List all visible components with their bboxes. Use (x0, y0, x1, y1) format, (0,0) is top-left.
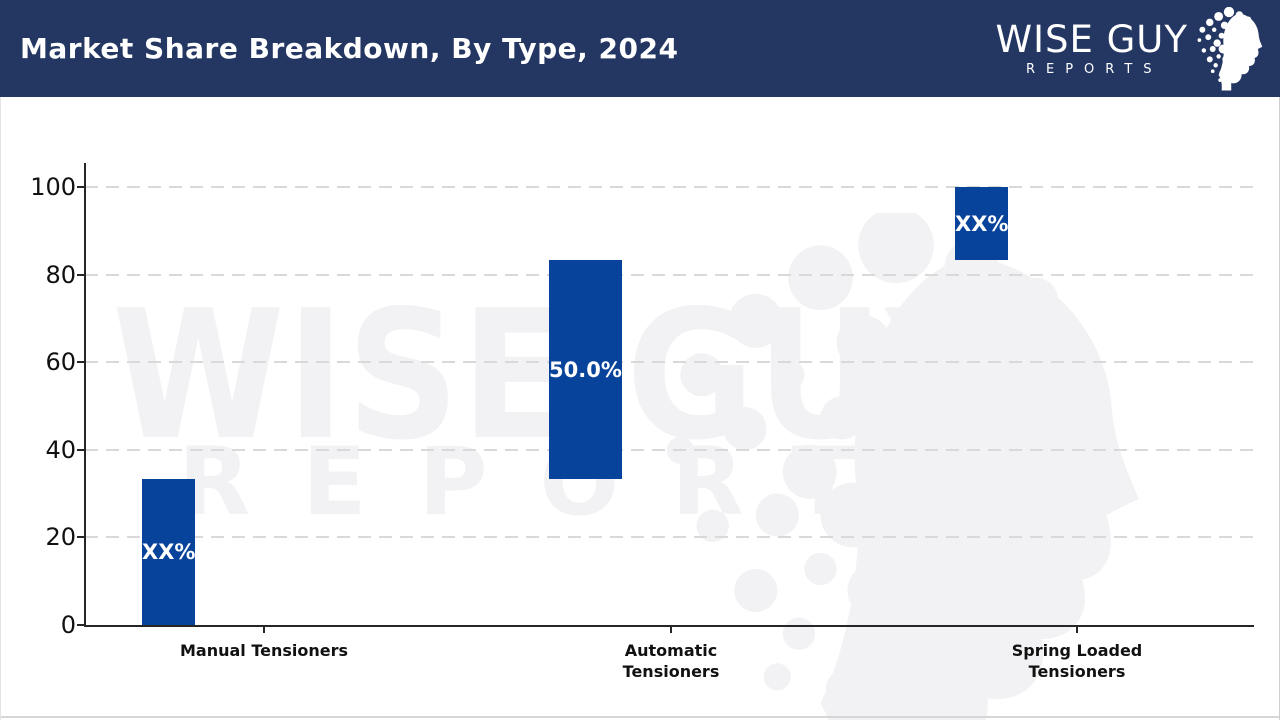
x-axis-tick-mark (670, 626, 672, 633)
y-axis-tick-label: 100 (30, 173, 76, 201)
y-axis-tick-label: 60 (45, 348, 76, 377)
y-axis-tick-label: 40 (45, 435, 76, 464)
y-axis-tick-label: 20 (45, 523, 76, 552)
y-axis-tick-mark (77, 536, 85, 539)
y-axis-tick-mark (77, 624, 85, 626)
gridline-y-100 (85, 186, 1253, 188)
logo-text: WISE GUY REPORTS (996, 21, 1188, 77)
bar-segment: XX% (955, 187, 1009, 261)
gridline-y-20 (85, 536, 1253, 539)
gridline-y-80 (85, 273, 1253, 276)
logo-reports-label: REPORTS (1025, 61, 1163, 77)
x-axis-tick-mark (263, 626, 265, 633)
chart-title: Market Share Breakdown, By Type, 2024 (20, 32, 679, 65)
x-axis-tick-mark (1076, 626, 1078, 633)
bar-segment: XX% (142, 479, 196, 625)
logo-wiseguy-label: WISE GUY (995, 17, 1188, 61)
logo-face-icon (1192, 7, 1266, 91)
y-axis-tick-mark (77, 448, 85, 451)
header-banner: Market Share Breakdown, By Type, 2024 WI… (0, 0, 1280, 97)
gridline-y-40 (85, 448, 1253, 451)
bar-segment: 50.0% (549, 260, 622, 480)
gridline-y-60 (85, 361, 1253, 364)
y-axis-tick-mark (77, 273, 85, 276)
bar-value-label: 50.0% (549, 357, 622, 382)
x-axis-line (84, 625, 1254, 627)
x-axis-category-label: Manual Tensioners (179, 641, 349, 660)
x-axis-category-label: Spring Loaded Tensioners (1011, 641, 1143, 681)
y-axis-line (84, 163, 86, 627)
bottom-border-line (0, 716, 1280, 718)
bar-value-label: XX% (955, 211, 1009, 236)
y-axis-tick-mark (77, 361, 85, 364)
y-axis-tick-mark (77, 186, 85, 188)
x-axis-category-label: Automatic Tensioners (622, 641, 720, 681)
y-axis-tick-label: 80 (45, 260, 76, 289)
wiseguy-reports-logo: WISE GUY REPORTS (996, 7, 1280, 91)
y-axis-tick-label: 0 (60, 611, 76, 639)
bar-value-label: XX% (142, 540, 196, 565)
left-border-line (0, 97, 1, 720)
